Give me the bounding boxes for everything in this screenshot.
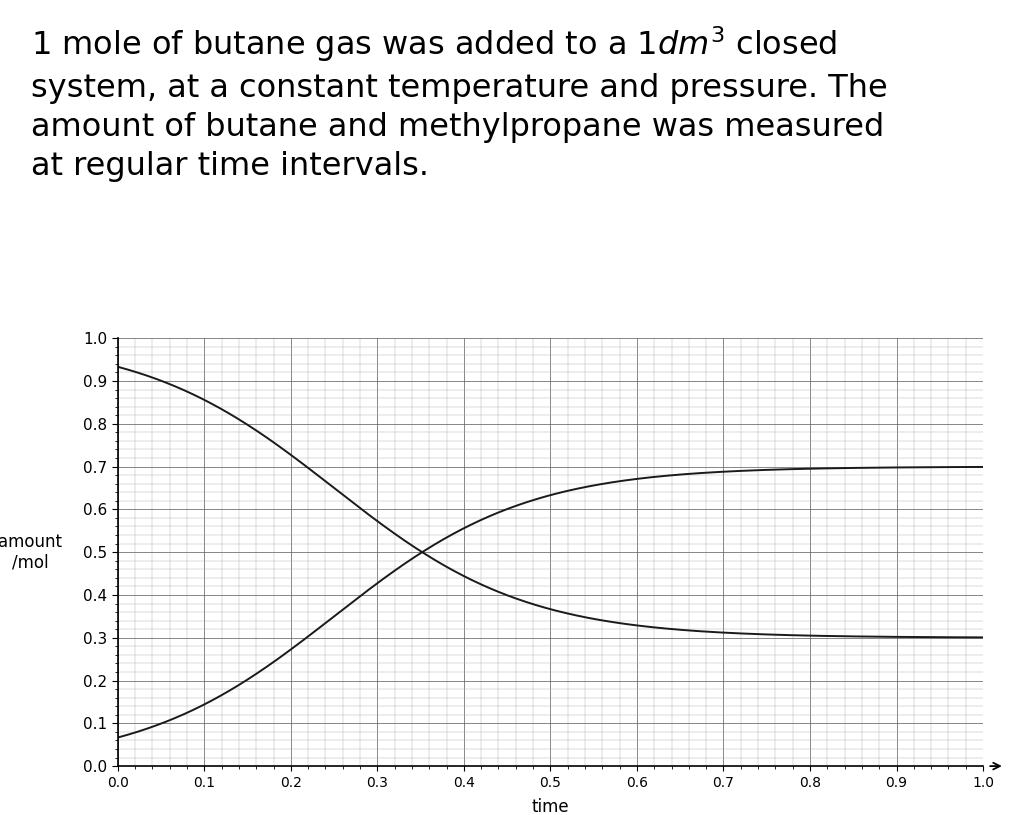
Y-axis label: amount
/mol: amount /mol xyxy=(0,533,62,571)
X-axis label: time: time xyxy=(531,798,569,815)
Text: 1 mole of butane gas was added to a 1$dm^3$ closed
system, at a constant tempera: 1 mole of butane gas was added to a 1$dm… xyxy=(31,24,888,183)
